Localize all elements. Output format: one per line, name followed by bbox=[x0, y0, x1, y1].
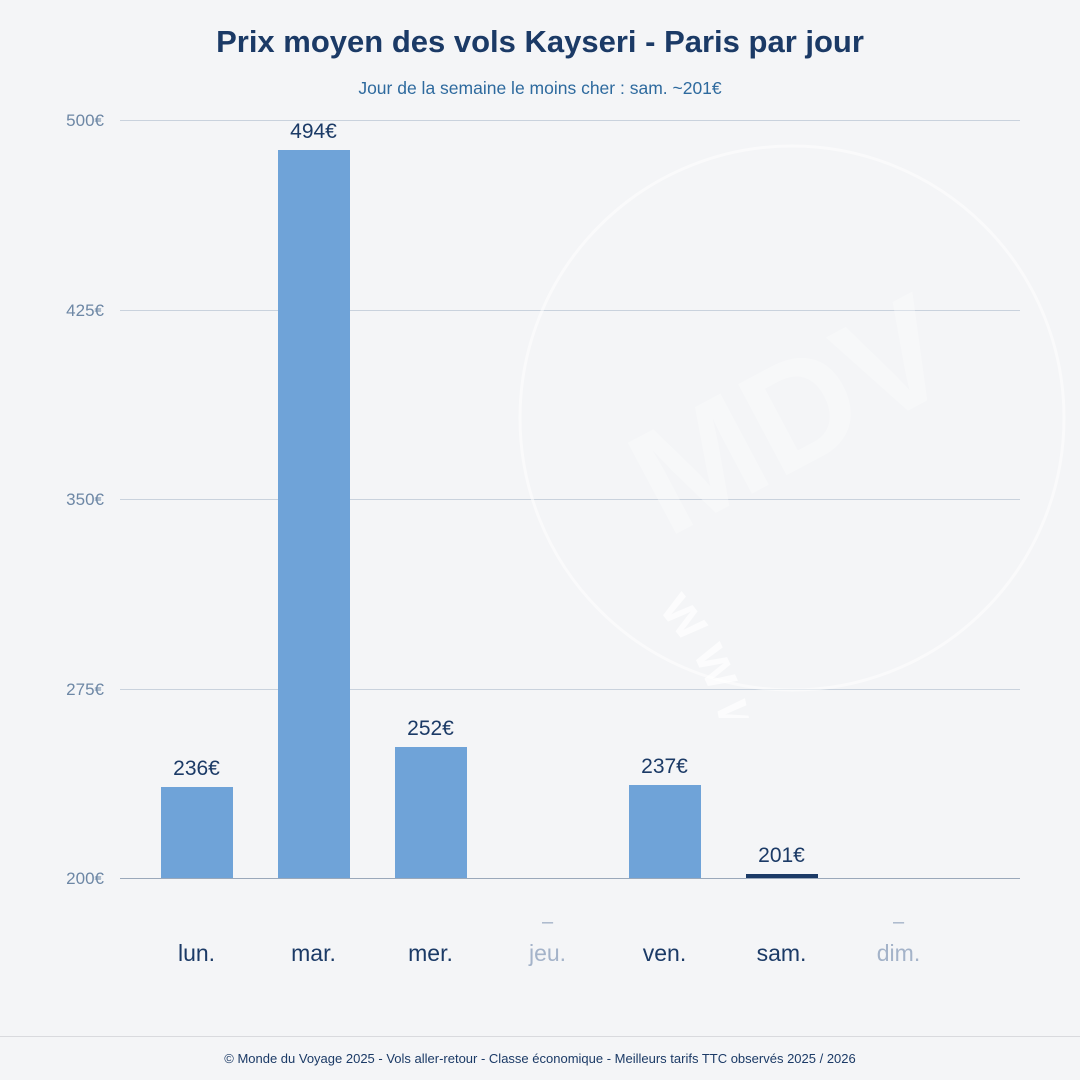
x-axis-label-sam: sam. bbox=[756, 940, 807, 966]
no-data-dash-jeu: – bbox=[541, 911, 554, 933]
x-axis-col-sam: – sam. bbox=[723, 912, 840, 967]
x-axis: – lun. – mar. – mer. – jeu. – ven. – sam… bbox=[138, 912, 957, 967]
bar-ven bbox=[628, 784, 701, 878]
x-axis-label-lun: lun. bbox=[177, 940, 216, 966]
chart-title: Prix moyen des vols Kayseri - Paris par … bbox=[216, 24, 864, 59]
x-axis-col-lun: – lun. bbox=[138, 912, 255, 967]
bar-mer bbox=[394, 746, 467, 878]
y-axis-label-500: 500€ bbox=[66, 111, 104, 130]
y-axis-label-425: 425€ bbox=[66, 300, 104, 320]
bar-column-lun: 236€ bbox=[138, 120, 255, 878]
x-axis-col-mer: – mer. bbox=[372, 912, 489, 967]
x-axis-col-mar: – mar. bbox=[255, 912, 372, 967]
chart-subtitle: Jour de la semaine le moins cher : sam. … bbox=[358, 78, 722, 98]
bar-sam bbox=[745, 874, 818, 878]
x-axis-col-ven: – ven. bbox=[606, 912, 723, 967]
bar-lun bbox=[160, 787, 233, 878]
bar-column-dim bbox=[840, 120, 957, 878]
footer: © Monde du Voyage 2025 - Vols aller-reto… bbox=[0, 1036, 1080, 1080]
y-axis-label-200: 200€ bbox=[66, 869, 104, 888]
plot-area: 500€ 425€ 350€ 275€ 200€ 236€ 494€ 252€ bbox=[66, 111, 1020, 888]
no-data-dash-dim: – bbox=[892, 911, 905, 933]
bar-column-mer: 252€ bbox=[372, 120, 489, 878]
bar-value-label-ven: 237€ bbox=[641, 754, 688, 778]
y-axis-label-350: 350€ bbox=[66, 490, 104, 509]
bar-value-label-mar: 494€ bbox=[290, 120, 337, 143]
x-axis-col-dim: – dim. bbox=[840, 912, 957, 967]
y-axis-label-275: 275€ bbox=[66, 679, 104, 699]
bar-value-label-mer: 252€ bbox=[407, 716, 454, 740]
footer-text: © Monde du Voyage 2025 - Vols aller-reto… bbox=[224, 1051, 856, 1066]
bar-value-label-sam: 201€ bbox=[758, 844, 805, 867]
x-axis-col-jeu: – jeu. bbox=[489, 912, 606, 967]
bar-column-sam: 201€ bbox=[723, 120, 840, 878]
x-axis-label-ven: ven. bbox=[642, 940, 687, 966]
x-axis-label-dim: dim. bbox=[876, 940, 921, 966]
gridline-500: 500€ bbox=[66, 111, 1020, 130]
bar-column-ven: 237€ bbox=[606, 120, 723, 878]
bar-mar bbox=[277, 150, 350, 878]
gridline-200-baseline: 200€ bbox=[66, 869, 1020, 888]
x-axis-label-mar: mar. bbox=[291, 940, 336, 966]
x-axis-label-mer: mer. bbox=[408, 940, 453, 966]
x-axis-label-jeu: jeu. bbox=[528, 940, 567, 966]
bars-container: 236€ 494€ 252€ 237€ 201€ bbox=[138, 120, 957, 878]
bar-column-jeu bbox=[489, 120, 606, 878]
bar-value-label-lun: 236€ bbox=[173, 757, 220, 781]
bar-column-mar: 494€ bbox=[255, 120, 372, 878]
